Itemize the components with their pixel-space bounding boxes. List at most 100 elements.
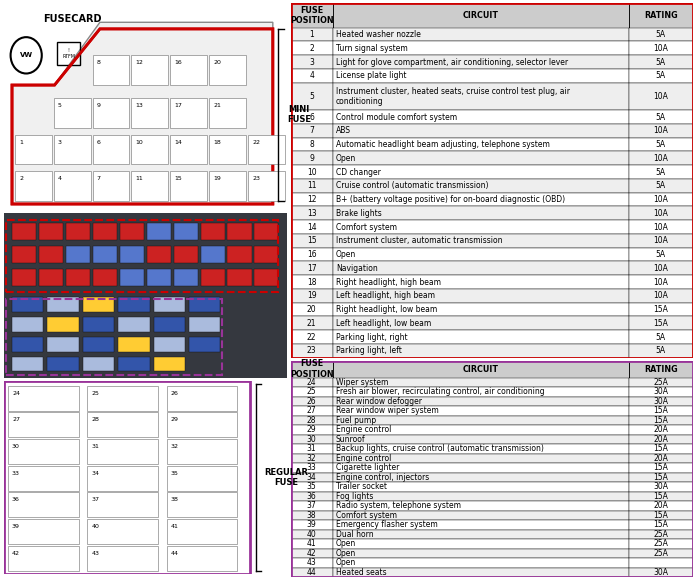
Bar — [200, 269, 225, 286]
Text: Open: Open — [336, 250, 356, 259]
Bar — [167, 386, 237, 411]
Text: 20A: 20A — [653, 454, 668, 463]
Bar — [629, 361, 693, 378]
Bar — [629, 501, 693, 511]
Bar — [332, 193, 629, 207]
Text: 5: 5 — [58, 103, 62, 108]
Text: 39: 39 — [12, 524, 20, 529]
Text: 10A: 10A — [653, 264, 668, 273]
Bar — [629, 193, 693, 207]
Text: Instrument cluster, automatic transmission: Instrument cluster, automatic transmissi… — [336, 237, 503, 245]
Bar — [332, 361, 629, 378]
Bar — [4, 381, 250, 574]
Bar — [629, 473, 693, 482]
Bar — [48, 357, 78, 372]
Bar — [87, 413, 158, 437]
Text: Radio system, telephone system: Radio system, telephone system — [336, 501, 461, 510]
Text: Engine control, injectors: Engine control, injectors — [336, 473, 429, 482]
Bar — [83, 297, 114, 312]
Text: 15A: 15A — [653, 319, 668, 328]
Bar — [290, 151, 332, 165]
Text: 40: 40 — [307, 530, 316, 539]
Text: REGULAR
FUSE: REGULAR FUSE — [265, 468, 308, 487]
Bar — [174, 223, 197, 240]
Bar — [48, 337, 78, 351]
Text: 12: 12 — [307, 195, 316, 204]
Bar — [290, 520, 332, 530]
Bar — [290, 344, 332, 358]
Text: 35: 35 — [171, 471, 178, 476]
Bar — [629, 482, 693, 492]
Text: 6: 6 — [97, 140, 101, 145]
Bar — [154, 357, 185, 372]
Text: 29: 29 — [307, 425, 316, 434]
Bar — [290, 454, 332, 463]
Bar — [290, 69, 332, 83]
Text: 10A: 10A — [653, 237, 668, 245]
Text: 1: 1 — [19, 140, 23, 145]
Text: 15A: 15A — [653, 511, 668, 520]
Bar — [8, 466, 78, 491]
Bar — [66, 269, 90, 286]
Bar — [332, 539, 629, 549]
Bar — [200, 223, 225, 240]
Bar — [629, 520, 693, 530]
Text: 10A: 10A — [653, 92, 668, 101]
Bar — [8, 492, 78, 518]
Text: 15A: 15A — [653, 416, 668, 425]
Bar — [228, 223, 251, 240]
Text: 10A: 10A — [653, 278, 668, 287]
Bar — [290, 387, 332, 397]
Bar — [147, 269, 171, 286]
Bar — [118, 297, 150, 312]
Text: 27: 27 — [12, 418, 20, 422]
Bar — [290, 482, 332, 492]
Bar — [228, 269, 251, 286]
Text: Left headlight, low beam: Left headlight, low beam — [336, 319, 431, 328]
Bar — [332, 275, 629, 289]
Text: 20A: 20A — [653, 435, 668, 444]
Bar — [629, 124, 693, 138]
Bar — [332, 511, 629, 520]
Text: 22: 22 — [252, 140, 260, 145]
Bar — [332, 387, 629, 397]
Bar — [209, 134, 246, 164]
Bar — [93, 269, 117, 286]
Text: 5A: 5A — [656, 113, 666, 122]
Bar — [209, 171, 246, 201]
Text: Emergency flasher system: Emergency flasher system — [336, 520, 438, 529]
Bar — [87, 386, 158, 411]
Text: Engine control: Engine control — [336, 454, 391, 463]
Bar — [154, 317, 185, 332]
Bar — [167, 546, 237, 571]
Bar — [332, 207, 629, 220]
Bar — [629, 463, 693, 473]
Bar — [290, 220, 332, 234]
Text: Fuel pump: Fuel pump — [336, 416, 376, 425]
Bar — [629, 568, 693, 577]
Bar — [290, 568, 332, 577]
Bar — [629, 539, 693, 549]
Bar — [118, 337, 150, 351]
Bar — [39, 269, 63, 286]
Bar — [8, 386, 78, 411]
Text: 32: 32 — [307, 454, 316, 463]
Bar — [290, 261, 332, 275]
Bar — [92, 98, 130, 128]
Bar — [629, 454, 693, 463]
Bar — [629, 330, 693, 344]
Text: 28: 28 — [307, 416, 316, 425]
Bar — [332, 124, 629, 138]
Text: 10A: 10A — [653, 223, 668, 231]
Text: 34: 34 — [92, 471, 99, 476]
Bar — [167, 519, 237, 544]
Bar — [629, 138, 693, 151]
Text: 17: 17 — [307, 264, 316, 273]
Text: 14: 14 — [307, 223, 316, 231]
Bar — [629, 28, 693, 42]
Text: 33: 33 — [12, 471, 20, 476]
Bar — [629, 110, 693, 124]
Text: 31: 31 — [307, 444, 316, 454]
Bar — [39, 246, 63, 263]
Bar — [332, 138, 629, 151]
